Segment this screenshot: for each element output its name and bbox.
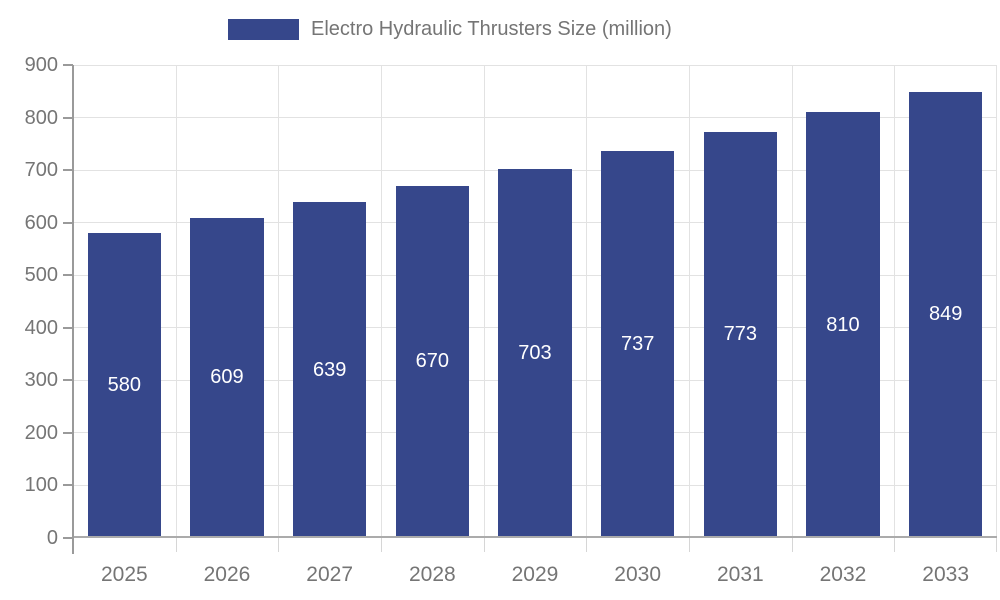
v-gridline bbox=[175, 65, 177, 538]
bar-2031: 773 bbox=[703, 131, 778, 538]
v-gridline bbox=[586, 65, 588, 538]
bar-value-label: 810 bbox=[826, 313, 860, 336]
x-axis-tick bbox=[175, 538, 177, 552]
x-tick-label: 2032 bbox=[819, 563, 867, 586]
x-tick-label: 2033 bbox=[922, 563, 970, 586]
bar-value-label: 609 bbox=[210, 366, 244, 389]
h-gridline bbox=[73, 117, 997, 119]
x-tick-label: 2030 bbox=[614, 563, 662, 586]
y-axis-tick bbox=[63, 431, 73, 434]
y-axis-tick bbox=[63, 169, 73, 172]
y-axis-tick bbox=[63, 274, 73, 277]
y-axis-tick bbox=[63, 537, 73, 539]
y-axis-tick bbox=[63, 326, 73, 329]
v-gridline bbox=[996, 65, 997, 538]
x-axis-tick bbox=[586, 538, 588, 552]
v-gridline bbox=[791, 65, 793, 538]
v-gridline bbox=[483, 65, 485, 538]
v-gridline bbox=[894, 65, 896, 538]
y-tick-label: 500 bbox=[24, 264, 58, 287]
y-axis-tick bbox=[63, 221, 73, 224]
bar-2029: 703 bbox=[498, 168, 572, 538]
x-tick-label: 2031 bbox=[716, 563, 764, 586]
x-axis-tick bbox=[996, 538, 997, 552]
y-axis-labels: 0 100 200 300 400 500 600 700 800 900 bbox=[0, 54, 58, 549]
plot-area: 580 609 639 670 703 737 773 810 849 bbox=[63, 64, 997, 552]
y-tick-label: 0 bbox=[46, 527, 58, 549]
v-gridline bbox=[381, 65, 382, 538]
bar-2027: 639 bbox=[292, 202, 367, 538]
y-tick-label: 200 bbox=[24, 421, 58, 444]
bar-2032: 810 bbox=[806, 112, 880, 538]
bar-value-label: 703 bbox=[518, 341, 552, 364]
bar-value-label: 580 bbox=[107, 374, 142, 397]
x-tick-label: 2029 bbox=[511, 563, 559, 586]
x-axis-tick bbox=[278, 538, 280, 552]
x-axis-tick bbox=[483, 538, 485, 552]
y-axis-line bbox=[72, 65, 74, 554]
bar-2026: 609 bbox=[190, 217, 264, 538]
y-tick-label: 600 bbox=[24, 211, 58, 234]
y-axis-tick bbox=[63, 64, 73, 66]
bar-value-label: 737 bbox=[620, 332, 655, 355]
x-axis-tick bbox=[894, 538, 896, 552]
x-axis-tick bbox=[381, 538, 382, 552]
bar-2033: 849 bbox=[908, 91, 983, 538]
y-axis-tick bbox=[63, 484, 73, 487]
legend: Electro Hydraulic Thrusters Size (millio… bbox=[228, 18, 672, 41]
x-axis-labels: 2025 2026 2027 2028 2029 2030 2031 2032 2033 bbox=[73, 560, 997, 590]
bar-2030: 737 bbox=[600, 150, 675, 538]
x-tick-label: 2025 bbox=[100, 563, 148, 586]
x-axis-tick bbox=[791, 538, 793, 552]
bar-value-label: 773 bbox=[723, 323, 758, 346]
legend-swatch bbox=[228, 19, 299, 40]
y-axis-tick bbox=[63, 379, 73, 382]
y-tick-label: 100 bbox=[24, 474, 58, 497]
bar-value-label: 849 bbox=[928, 303, 963, 326]
bar-value-label: 670 bbox=[415, 350, 450, 373]
y-tick-label: 800 bbox=[24, 106, 58, 129]
x-axis-tick bbox=[689, 538, 690, 552]
bar-value-label: 639 bbox=[312, 358, 347, 381]
v-gridline bbox=[278, 65, 280, 538]
y-tick-label: 900 bbox=[24, 54, 58, 76]
h-gridline bbox=[73, 64, 997, 66]
x-axis-line bbox=[73, 536, 997, 538]
bar-2028: 670 bbox=[395, 185, 470, 538]
bar-2025: 580 bbox=[87, 233, 162, 538]
y-tick-label: 700 bbox=[24, 159, 58, 182]
x-tick-label: 2027 bbox=[306, 563, 354, 586]
legend-label: Electro Hydraulic Thrusters Size (millio… bbox=[311, 18, 672, 40]
x-tick-label: 2028 bbox=[408, 563, 456, 586]
y-tick-label: 400 bbox=[24, 316, 58, 339]
y-axis-tick bbox=[63, 116, 73, 119]
v-gridline bbox=[689, 65, 690, 538]
x-tick-label: 2026 bbox=[203, 563, 251, 586]
y-tick-label: 300 bbox=[24, 369, 58, 392]
